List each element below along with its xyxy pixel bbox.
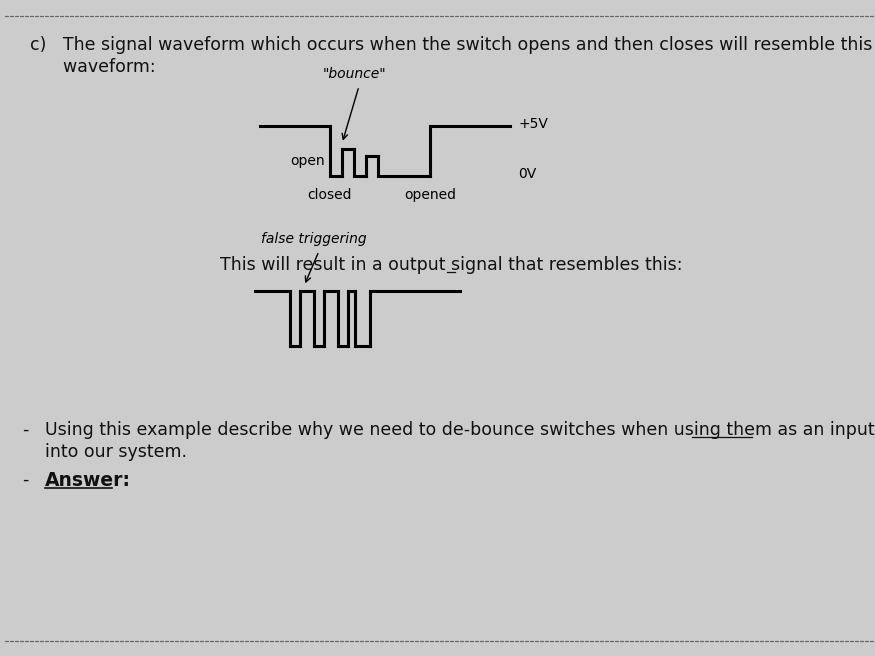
Text: -: - (22, 471, 28, 489)
Text: -: - (22, 421, 28, 439)
Text: "bounce": "bounce" (322, 67, 386, 81)
Text: This will result in a output signal that resembles this:: This will result in a output signal that… (220, 256, 682, 274)
Text: waveform:: waveform: (30, 58, 156, 76)
Text: open: open (290, 154, 325, 168)
Text: c)   The signal waveform which occurs when the switch opens and then closes will: c) The signal waveform which occurs when… (30, 36, 872, 54)
Text: 0V: 0V (518, 167, 536, 181)
Text: Answer:: Answer: (45, 471, 131, 490)
Text: Using this example describe why we need to de-bounce switches when using them as: Using this example describe why we need … (45, 421, 875, 439)
Text: +5V: +5V (518, 117, 548, 131)
Text: opened: opened (404, 188, 456, 202)
Text: into our system.: into our system. (45, 443, 187, 461)
Text: closed: closed (308, 188, 353, 202)
Text: false triggering: false triggering (262, 232, 367, 246)
